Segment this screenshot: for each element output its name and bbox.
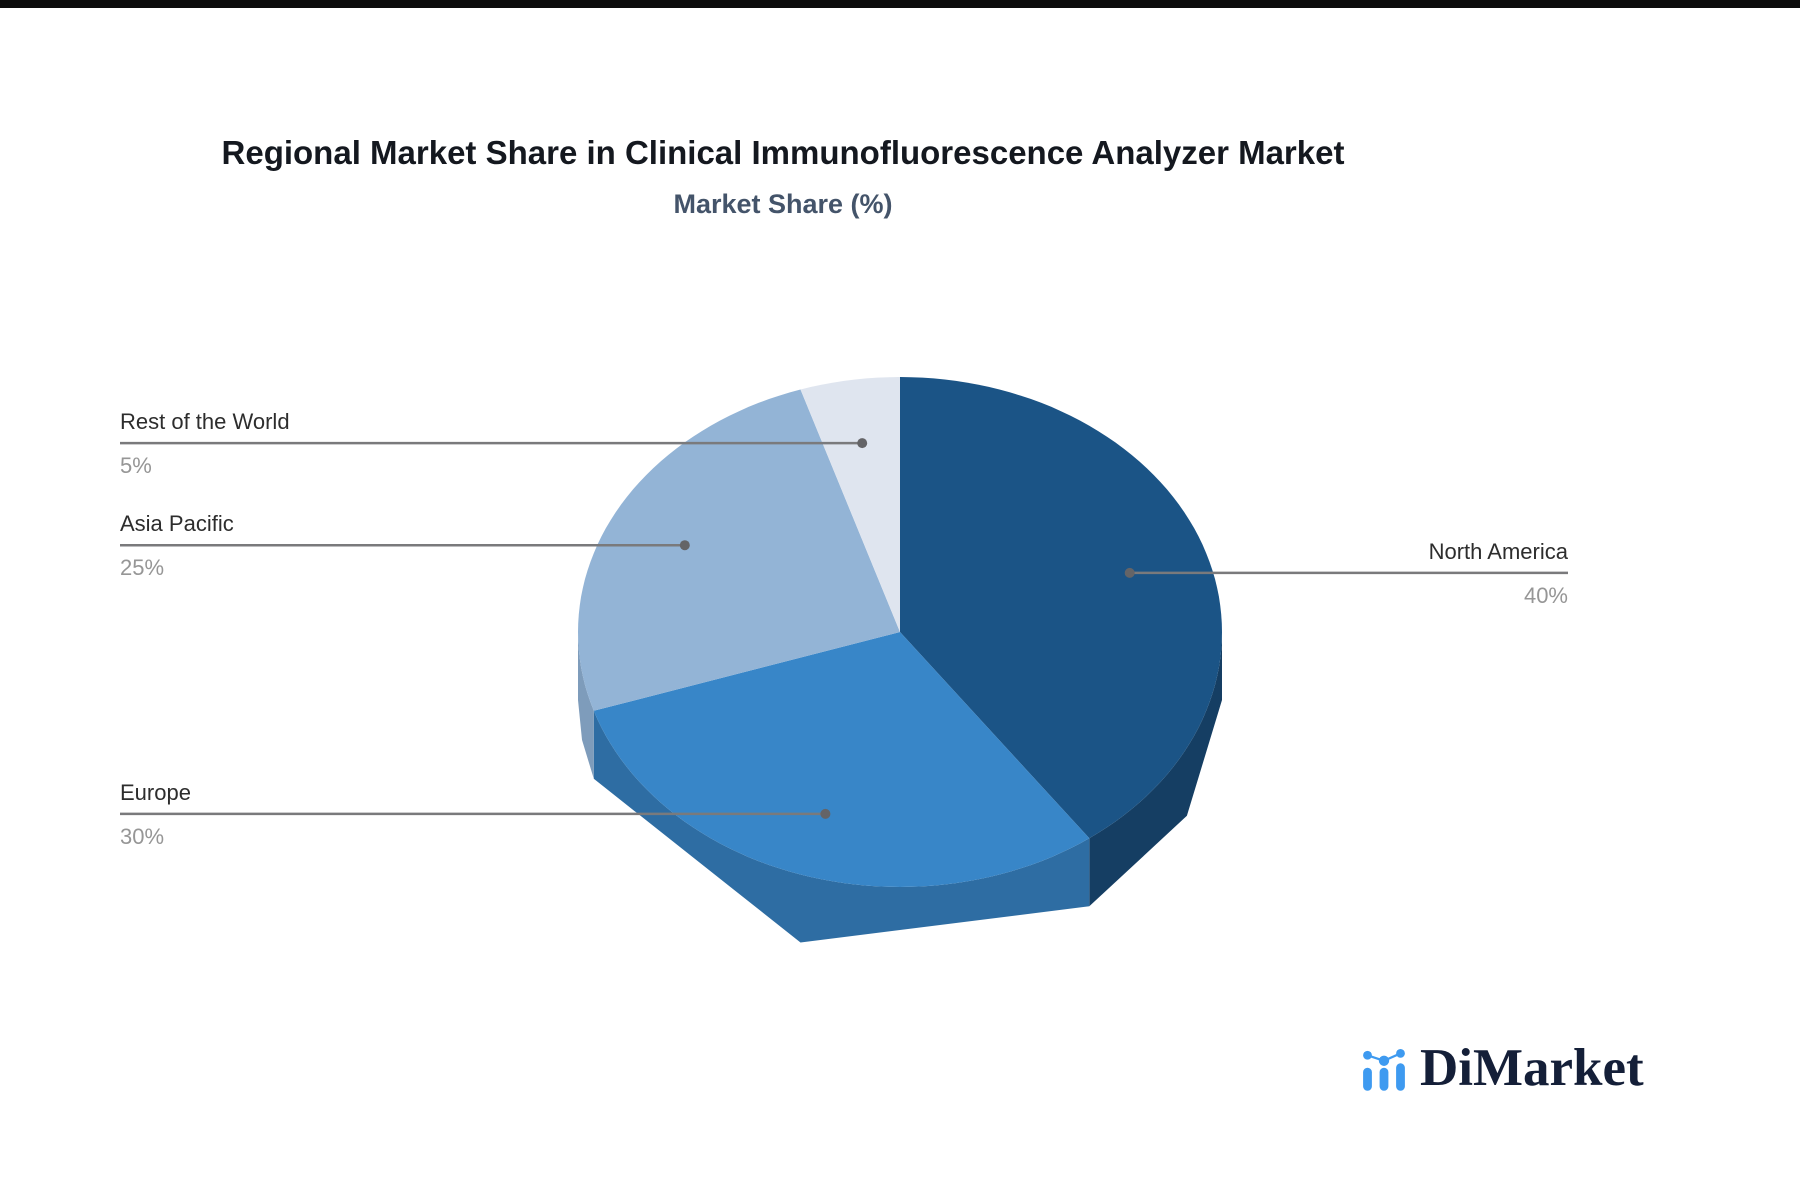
label-leader-dot	[1124, 567, 1135, 578]
pie-slice-asia-pacific[interactable]	[578, 389, 900, 711]
page-subtitle: Market Share (%)	[673, 189, 893, 219]
slice-label-value: 40%	[1523, 582, 1568, 608]
pie-slice-side-north-america	[1089, 632, 1222, 907]
slice-label-name: Rest of the World	[120, 409, 290, 435]
logo-bar	[1363, 1067, 1372, 1091]
logo-dot	[1363, 1050, 1372, 1060]
logo-text: DiMarket	[1420, 1039, 1644, 1097]
logo-bar	[1379, 1067, 1389, 1091]
label-leader-dot	[679, 540, 690, 551]
pie-slice-side-asia-pacific	[578, 632, 594, 779]
pie-slice-europe[interactable]	[593, 632, 1090, 887]
logo-bar	[1396, 1063, 1405, 1091]
logo: DiMarket	[1362, 1040, 1644, 1096]
label-leader-dot	[820, 808, 831, 819]
slice-label-value: 30%	[120, 823, 165, 849]
logo-dot	[1396, 1049, 1405, 1058]
slice-label-value: 5%	[120, 453, 152, 479]
label-leader-dot	[857, 438, 868, 449]
top-border-strip	[0, 0, 1800, 8]
slice-label-name: Europe	[120, 779, 191, 805]
slice-label-name: Asia Pacific	[120, 511, 234, 537]
slice-label-value: 25%	[120, 555, 165, 581]
logo-dot	[1378, 1055, 1390, 1066]
pie-slice-north-america[interactable]	[900, 377, 1222, 839]
slice-label-name: North America	[1428, 538, 1568, 564]
page-title: Regional Market Share in Clinical Immuno…	[221, 134, 1345, 171]
bar-line-chart-icon	[1363, 1049, 1405, 1091]
pie-slice-side-europe	[593, 710, 1090, 943]
pie-slice-rest-of-the-world[interactable]	[800, 377, 901, 632]
